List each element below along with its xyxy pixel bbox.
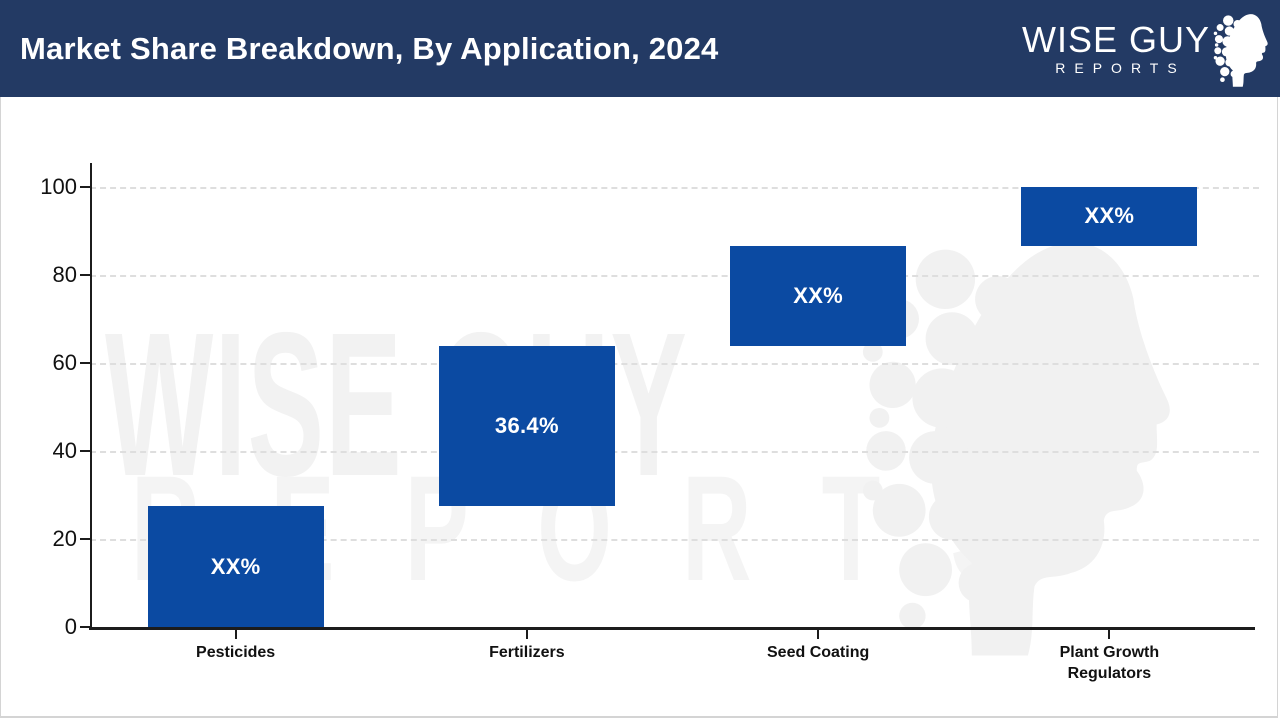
bar-pesticides: XX%: [147, 506, 324, 627]
x-tick-label: Fertilizers: [489, 644, 565, 661]
x-tick-mark: [817, 630, 820, 639]
logo-text: WISE GUY REPORTS: [1021, 19, 1210, 77]
y-axis-line: [90, 163, 92, 630]
x-tick-mark: [234, 630, 237, 639]
y-tick-label: 80: [52, 262, 77, 287]
bar-value-label: 36.4%: [494, 412, 559, 438]
y-tick-mark: [80, 186, 90, 188]
bar-value-label: XX%: [793, 282, 844, 308]
y-tick-label: 100: [40, 174, 77, 199]
y-tick-label: 40: [52, 438, 77, 463]
logo-wordmark: WISE GUY: [1021, 19, 1210, 60]
y-tick-mark: [80, 450, 90, 452]
y-tick-label: 60: [52, 350, 77, 375]
x-tick-mark: [525, 630, 528, 639]
bar-seed-coating: XX%: [730, 245, 907, 346]
gridline-20: [90, 539, 1259, 541]
x-tick-mark: [1108, 630, 1111, 639]
gridline-80: [90, 275, 1259, 277]
chart-area: WISE GUY R E P O R T S 0 20 40 60 80 100 XX% Pe…: [0, 97, 1278, 718]
y-tick-mark: [80, 362, 90, 364]
x-tick-label: Pesticides: [196, 644, 276, 661]
y-tick-mark: [80, 274, 90, 276]
gridline-100: [90, 187, 1259, 189]
y-tick-label: 0: [64, 614, 77, 639]
logo-subtitle: REPORTS: [1055, 60, 1186, 76]
bar-value-label: XX%: [1084, 203, 1135, 229]
wise-guy-reports-logo: WISE GUY REPORTS: [1022, 11, 1280, 87]
gridline-40: [90, 451, 1259, 453]
header-bar: Market Share Breakdown, By Application, …: [0, 0, 1280, 97]
y-tick-mark: [80, 538, 90, 540]
x-axis-line: [89, 627, 1255, 630]
x-tick-label: Plant Growth Regulators: [1059, 644, 1160, 682]
y-tick-mark: [80, 626, 90, 628]
y-tick-label: 20: [52, 526, 77, 551]
bar-plant-growth-regulators: XX%: [1021, 187, 1198, 246]
bar-fertilizers: 36.4%: [438, 345, 615, 506]
logo-face-icon: [1213, 13, 1268, 87]
bar-value-label: XX%: [210, 553, 261, 579]
x-tick-label: Seed Coating: [767, 644, 870, 661]
page-title: Market Share Breakdown, By Application, …: [20, 30, 719, 66]
gridline-60: [90, 363, 1259, 365]
